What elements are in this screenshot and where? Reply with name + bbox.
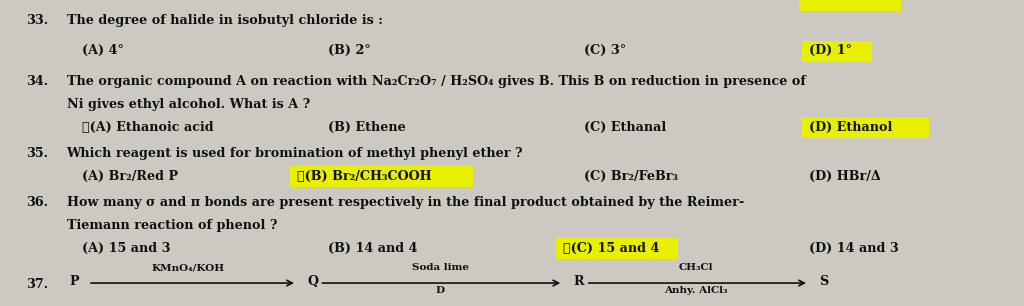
Text: D: D bbox=[436, 286, 444, 295]
Text: (A) Br₂/Red P: (A) Br₂/Red P bbox=[82, 170, 178, 183]
Text: (A) 4°: (A) 4° bbox=[82, 44, 124, 57]
Text: (D) Ethanol: (D) Ethanol bbox=[809, 121, 892, 134]
Text: R: R bbox=[573, 275, 584, 288]
Text: ✓(C) 15 and 4: ✓(C) 15 and 4 bbox=[563, 242, 659, 255]
Text: (C) Ethanal: (C) Ethanal bbox=[584, 121, 666, 134]
Text: 35.: 35. bbox=[26, 147, 47, 160]
Text: (A) 15 and 3: (A) 15 and 3 bbox=[82, 242, 170, 255]
Text: 33.: 33. bbox=[26, 14, 48, 27]
Text: Which reagent is used for bromination of methyl phenyl ether ?: Which reagent is used for bromination of… bbox=[67, 147, 523, 160]
Text: 34.: 34. bbox=[26, 75, 48, 88]
Text: (D) 14 and 3: (D) 14 and 3 bbox=[809, 242, 899, 255]
Text: How many σ and π bonds are present respectively in the final product obtained by: How many σ and π bonds are present respe… bbox=[67, 196, 743, 209]
Text: (B) 2°: (B) 2° bbox=[328, 44, 371, 57]
FancyBboxPatch shape bbox=[799, 0, 901, 11]
Text: The organic compound A on reaction with Na₂Cr₂O₇ / H₂SO₄ gives B. This B on redu: The organic compound A on reaction with … bbox=[67, 75, 806, 88]
Text: CH₃Cl: CH₃Cl bbox=[679, 263, 714, 272]
Text: 37.: 37. bbox=[26, 278, 48, 291]
FancyBboxPatch shape bbox=[556, 238, 678, 259]
Text: (C) Br₂/FeBr₃: (C) Br₂/FeBr₃ bbox=[584, 170, 678, 183]
Text: (B) 14 and 4: (B) 14 and 4 bbox=[328, 242, 417, 255]
Text: 36.: 36. bbox=[26, 196, 47, 209]
FancyBboxPatch shape bbox=[290, 166, 473, 187]
FancyBboxPatch shape bbox=[802, 117, 929, 138]
Text: Ni gives ethyl alcohol. What is A ?: Ni gives ethyl alcohol. What is A ? bbox=[67, 98, 310, 111]
Text: (B) Ethene: (B) Ethene bbox=[328, 121, 406, 134]
Text: Q: Q bbox=[307, 275, 318, 288]
Text: P: P bbox=[70, 275, 79, 288]
Text: KMnO₄/KOH: KMnO₄/KOH bbox=[152, 263, 225, 272]
Text: ✓(A) Ethanoic acid: ✓(A) Ethanoic acid bbox=[82, 121, 214, 134]
Text: (D) 1°: (D) 1° bbox=[809, 44, 852, 57]
Text: The degree of halide in isobutyl chloride is :: The degree of halide in isobutyl chlorid… bbox=[67, 14, 382, 27]
Text: S: S bbox=[819, 275, 828, 288]
Text: (D) HBr/Δ: (D) HBr/Δ bbox=[809, 170, 881, 183]
Text: Anhy. AlCl₃: Anhy. AlCl₃ bbox=[665, 286, 728, 295]
Text: Tiemann reaction of phenol ?: Tiemann reaction of phenol ? bbox=[67, 219, 278, 232]
FancyBboxPatch shape bbox=[802, 41, 872, 62]
Text: (C) 3°: (C) 3° bbox=[584, 44, 626, 57]
Text: ✓(B) Br₂/CH₃COOH: ✓(B) Br₂/CH₃COOH bbox=[297, 170, 431, 183]
Text: Soda lime: Soda lime bbox=[412, 263, 469, 272]
